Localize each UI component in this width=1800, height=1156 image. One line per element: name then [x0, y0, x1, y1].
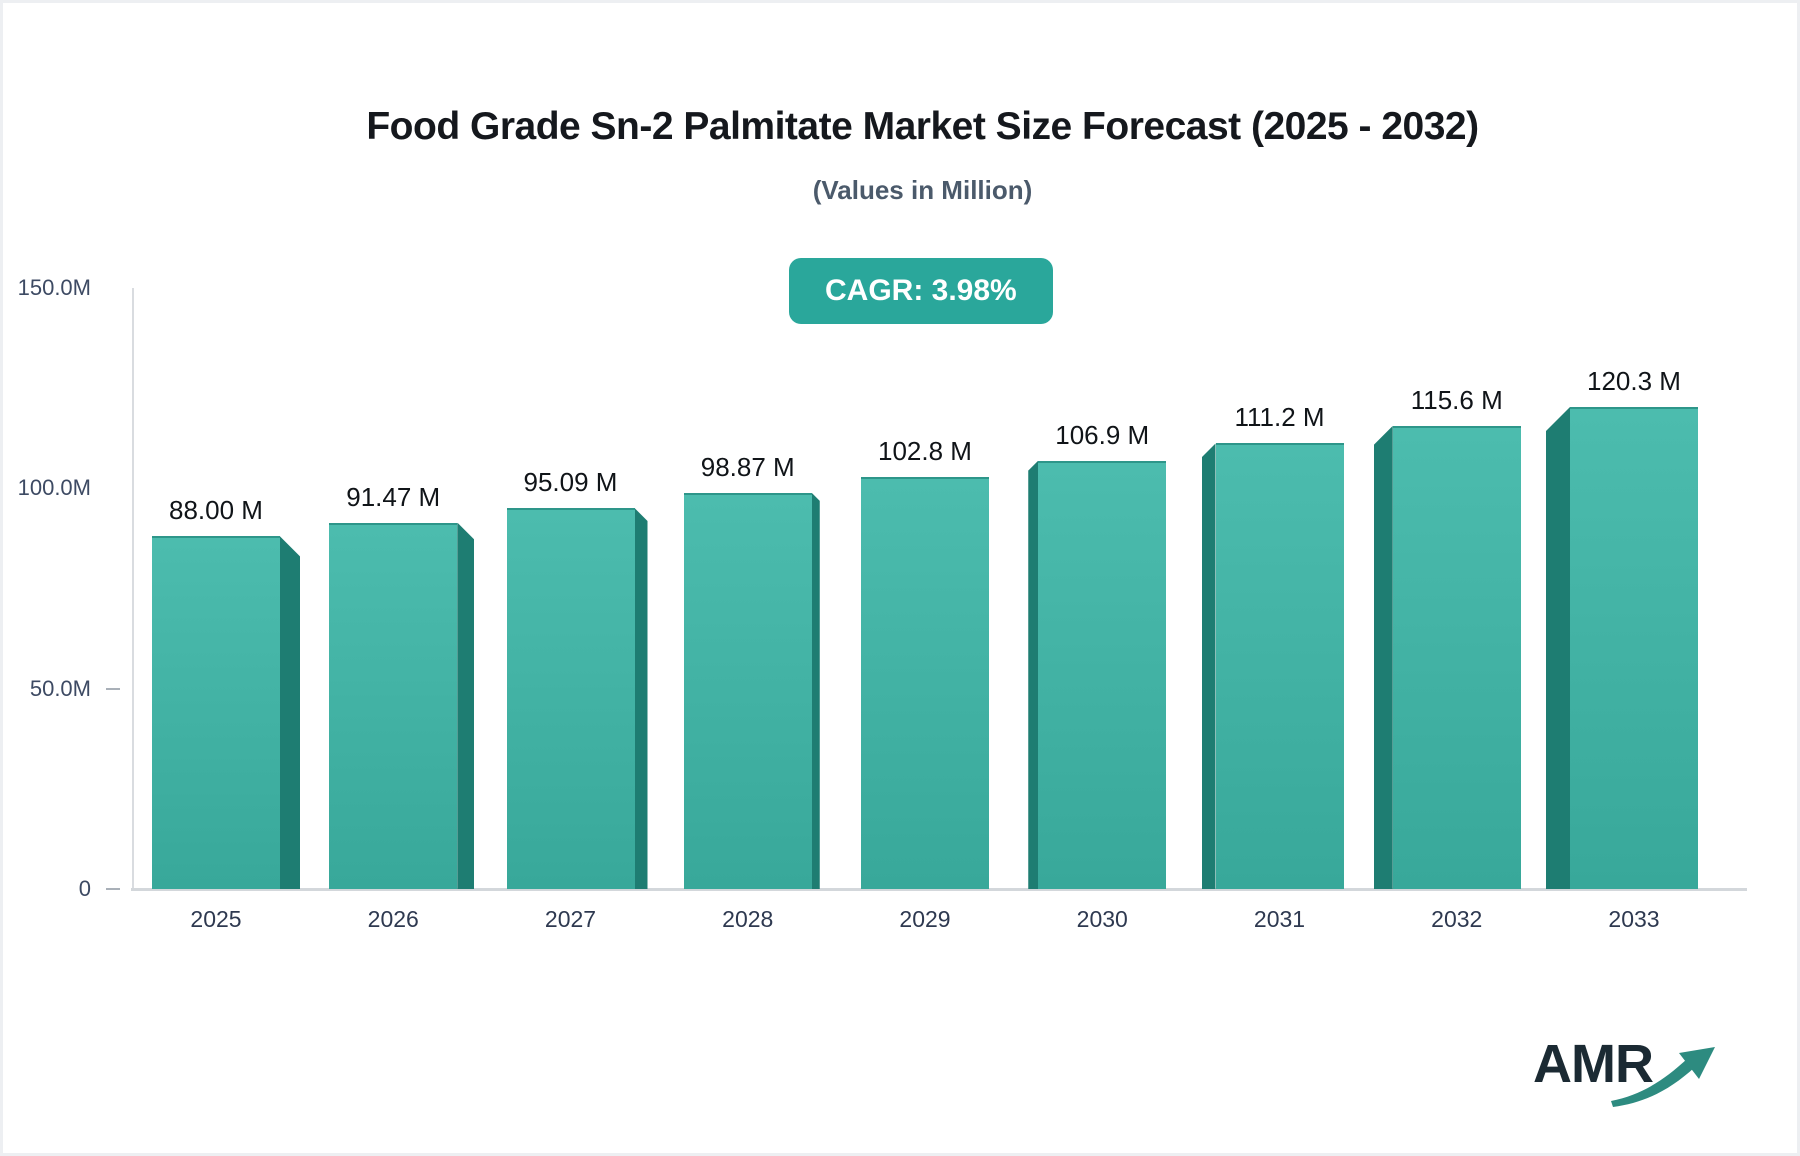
bar-value-label: 111.2 M	[1234, 402, 1325, 433]
x-axis-label: 2027	[544, 906, 597, 932]
bar	[1392, 425, 1521, 889]
bar	[1570, 406, 1698, 889]
x-axis-label: 2030	[1076, 906, 1128, 932]
bar-value-label: 102.8 M	[878, 436, 972, 467]
x-axis-label: 2026	[367, 906, 419, 932]
bar-value-label: 98.87 M	[700, 451, 795, 482]
x-axis-label: 2032	[1431, 906, 1483, 932]
bar-side	[280, 536, 300, 889]
bar-value-label: 115.6 M	[1410, 384, 1503, 415]
x-axis-label: 2025	[190, 906, 242, 932]
bar-side	[1373, 425, 1393, 889]
y-axis-label: 0	[78, 876, 91, 901]
x-axis-label: 2028	[722, 906, 774, 932]
x-axis-label: 2031	[1253, 906, 1306, 932]
y-axis-label: 150.0M	[17, 275, 91, 300]
bar	[152, 536, 280, 889]
x-axis-label: 2033	[1608, 906, 1660, 932]
y-axis-line	[132, 288, 134, 890]
bar	[1215, 443, 1344, 889]
page-subtitle: (Values in Million)	[812, 175, 1033, 205]
bar-value-label: 88.00 M	[169, 495, 263, 526]
logo-text: AMR	[1533, 1034, 1654, 1094]
bar-value-label: 106.9 M	[1055, 419, 1150, 450]
bar-value-label: 120.3 M	[1587, 365, 1681, 396]
x-axis-label: 2029	[899, 906, 951, 932]
brand-logo: AMR	[1533, 1033, 1723, 1117]
bar	[329, 522, 458, 889]
bar-value-label: 91.47 M	[346, 481, 441, 512]
bar	[1038, 460, 1167, 889]
bar-side	[634, 508, 648, 889]
y-axis-tick	[106, 687, 120, 690]
y-axis-label: 50.0M	[29, 675, 91, 701]
bar	[861, 477, 989, 889]
bar-side	[811, 492, 820, 889]
bar-chart: 150.0M 100.0M 50.0M 0 88.00 M 2025 91.47 M 2026…	[3, 3, 1797, 1153]
y-axis-tick	[106, 888, 120, 890]
bar	[683, 492, 812, 889]
page-title: Food Grade Sn-2 Palmitate Market Size Fo…	[366, 105, 1479, 148]
chart-card: Food Grade Sn-2 Palmitate Market Size Fo…	[3, 3, 1797, 1153]
bar-side	[1201, 443, 1216, 889]
x-axis-line	[131, 888, 1747, 891]
y-axis-label: 100.0M	[17, 475, 91, 501]
bar-side	[457, 522, 475, 889]
bar-side	[1546, 406, 1570, 889]
bar	[506, 508, 635, 889]
logo-arrow-icon	[1611, 1047, 1715, 1107]
bar-value-label: 95.09 M	[523, 467, 618, 497]
bar-side	[1028, 460, 1039, 889]
cagr-badge: CAGR: 3.98%	[789, 258, 1053, 324]
